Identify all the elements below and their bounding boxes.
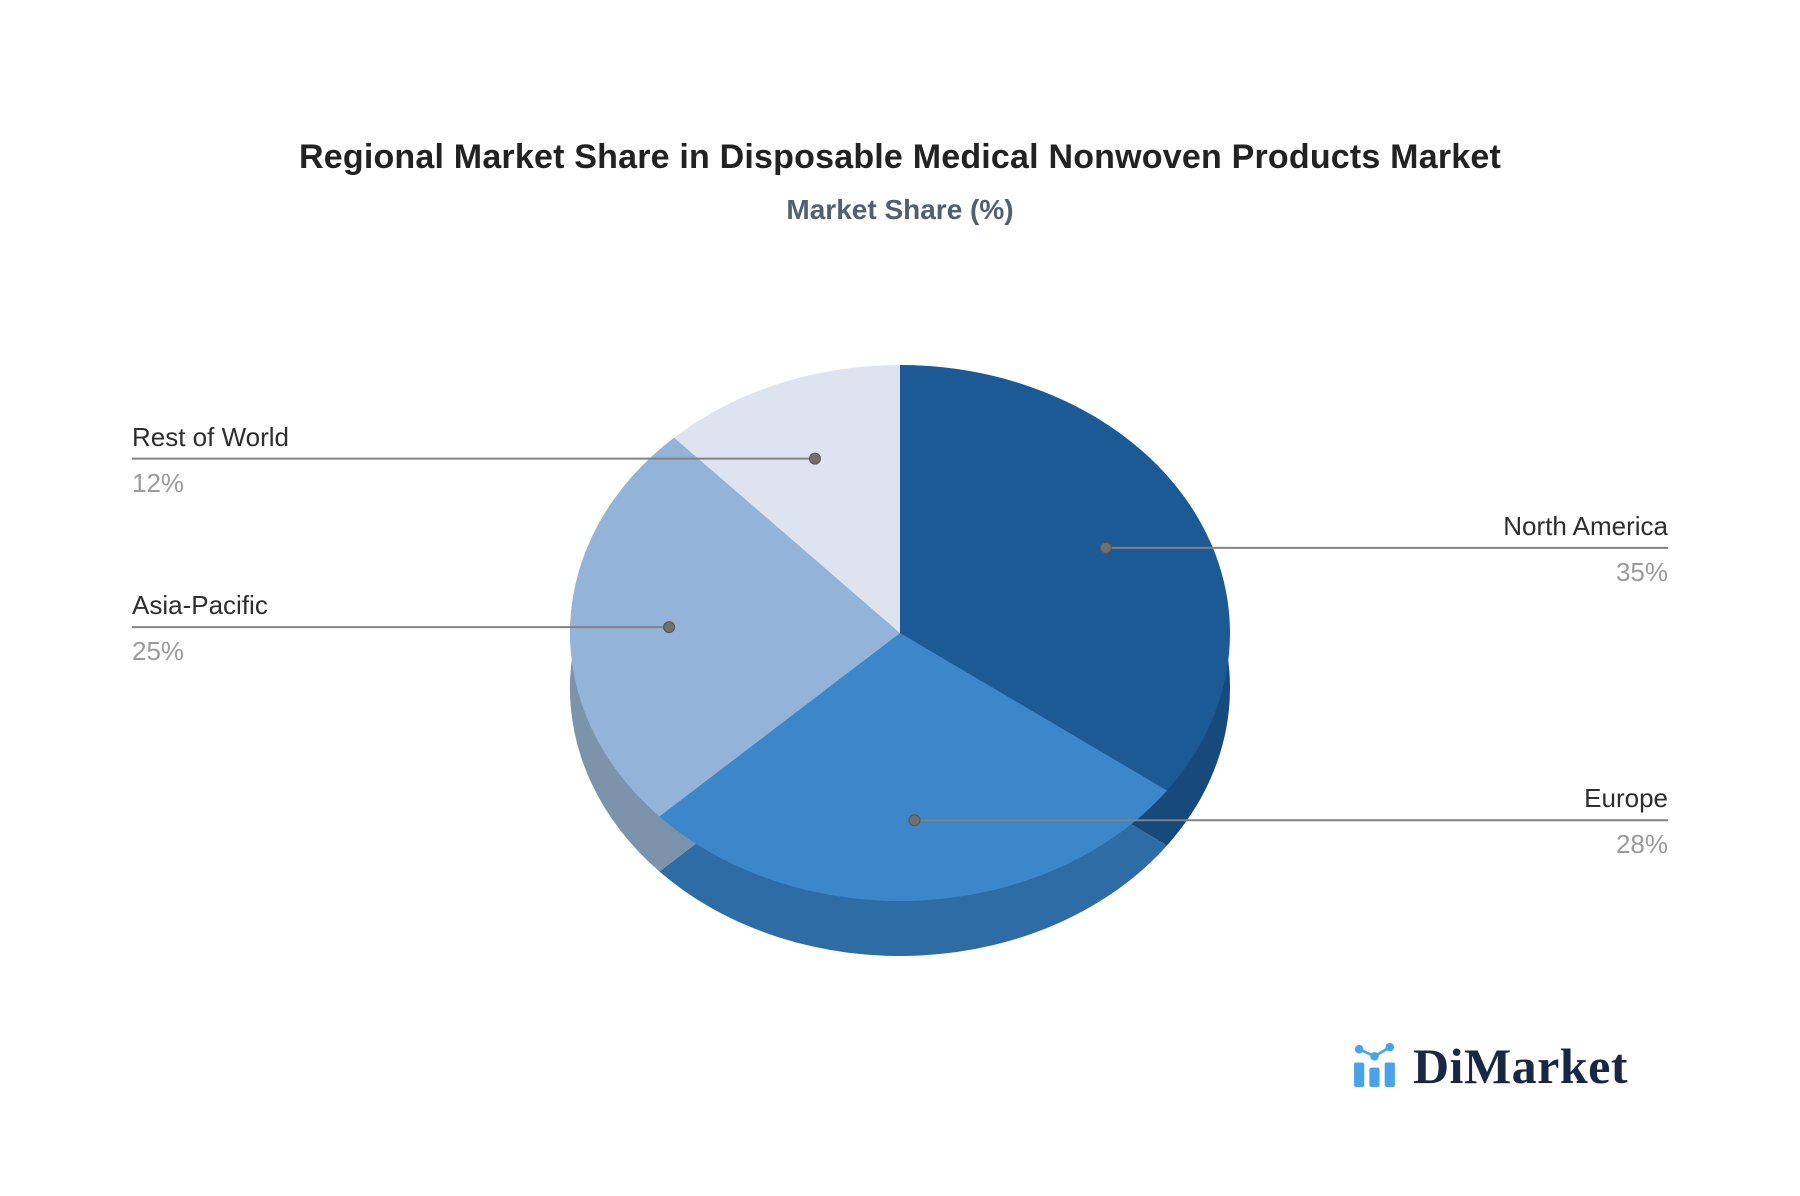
- chart-subtitle: Market Share (%): [786, 194, 1014, 225]
- pie-slice-north-america: [900, 365, 1231, 791]
- callout-dot-asia-pacific: [663, 621, 676, 634]
- callout-value-north-america: 35%: [1615, 556, 1668, 587]
- callout-label-north-america: North America: [1503, 510, 1668, 541]
- pie-slice-rest-of-world: [674, 365, 900, 633]
- callout-dot-north-america: [1099, 541, 1112, 554]
- callout-label-rest-of-world: Rest of World: [132, 421, 290, 452]
- brand-logo: DiMarket: [1351, 1038, 1628, 1094]
- callout-label-asia-pacific: Asia-Pacific: [132, 590, 268, 621]
- callout-value-rest-of-world: 12%: [132, 467, 185, 498]
- pie-slice-europe: [659, 633, 1167, 902]
- brand-name: DiMarket: [1412, 1038, 1628, 1094]
- bar-line-chart-icon: [1354, 1042, 1395, 1087]
- callout-label-europe: Europe: [1584, 783, 1668, 814]
- callout-dot-rest-of-world: [808, 452, 821, 465]
- pie-slice-asia-pacific: [569, 437, 900, 817]
- callout-value-asia-pacific: 25%: [132, 636, 185, 667]
- chart-title: Regional Market Share in Disposable Medi…: [298, 138, 1501, 176]
- callout-value-europe: 28%: [1615, 829, 1668, 860]
- callout-dot-europe: [908, 814, 921, 827]
